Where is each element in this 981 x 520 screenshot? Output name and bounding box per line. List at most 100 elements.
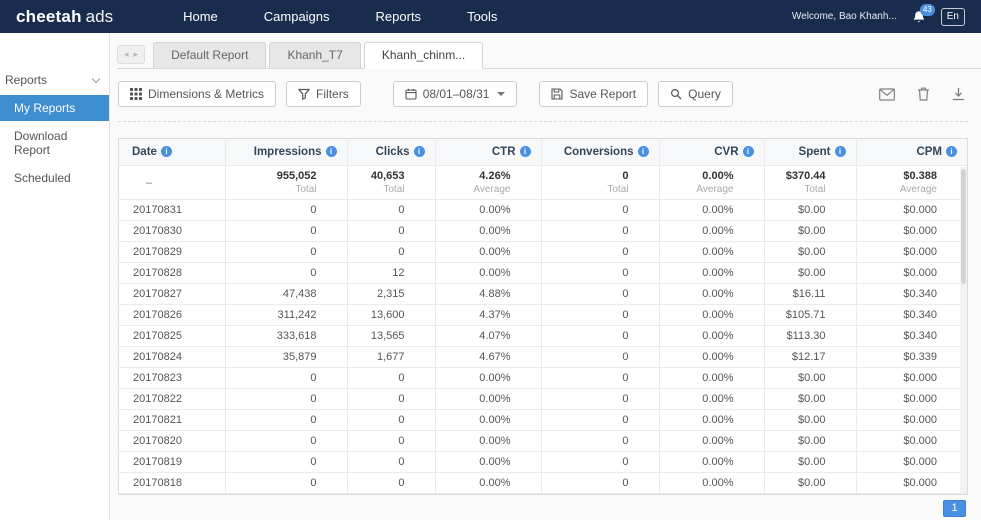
funnel-icon (298, 88, 311, 100)
tab-scroll-right-icon[interactable]: ▸ (133, 49, 139, 59)
email-report-button[interactable] (879, 87, 895, 101)
totals-cell: 0.00% Average (659, 165, 765, 200)
totals-date-cell: – (119, 165, 226, 200)
table-row: 20170829 0 0 0.00% 0 0.00% $0.00 $0.000 (119, 241, 967, 263)
value-cell: 0.00% (659, 199, 765, 221)
value-cell: 0.00% (659, 409, 765, 431)
table-body: –955,052 Total 40,653 Total 4.26% Average 0 Tot… (119, 165, 967, 494)
table-scrollbar[interactable] (960, 167, 967, 493)
value-cell: 0 (541, 241, 660, 263)
divider (118, 121, 968, 122)
info-icon[interactable]: i (519, 146, 531, 157)
date-cell: 20170823 (119, 367, 226, 389)
tab-scroll-arrows[interactable]: ◂ ▸ (117, 45, 146, 64)
main-nav: Home Campaigns Reports Tools (179, 7, 501, 26)
date-range-button[interactable]: 08/01–08/31 (392, 81, 518, 107)
value-cell: 1,677 (347, 346, 436, 368)
date-cell: 20170826 (119, 304, 226, 326)
value-cell: 2,315 (347, 283, 436, 305)
nav-item-home[interactable]: Home (183, 9, 218, 24)
totals-cell: 0 Total (541, 165, 660, 200)
save-report-button[interactable]: Save Report (539, 81, 649, 107)
info-icon[interactable]: i (834, 146, 846, 157)
delete-report-button[interactable] (917, 87, 930, 101)
sidebar-items: My Reports Download Report Scheduled (0, 95, 109, 191)
nav-item-reports[interactable]: Reports (375, 9, 422, 24)
value-cell: 0 (225, 430, 348, 452)
language-button[interactable]: En (940, 7, 965, 26)
brand-logo-light: ads (85, 6, 114, 26)
date-cell: 20170819 (119, 451, 226, 473)
date-cell: 20170831 (119, 199, 226, 221)
value-cell: 0.00% (659, 283, 765, 305)
sidebar-item-scheduled[interactable]: Scheduled (14, 171, 71, 185)
value-cell: $12.17 (764, 346, 857, 368)
search-icon (670, 88, 682, 100)
value-cell: 0.00% (659, 388, 765, 410)
report-table-wrap: Date i Impressions i Clicks i CTR i Conversions i… (118, 138, 968, 495)
sidebar-item-my-reports[interactable]: My Reports (0, 95, 109, 121)
filters-button[interactable]: Filters (286, 81, 361, 107)
tab-default-report[interactable]: Default Report (153, 42, 267, 69)
table-row: 20170828 0 12 0.00% 0 0.00% $0.00 $0.000 (119, 262, 967, 284)
value-cell: 333,618 (225, 325, 348, 347)
value-cell: 0 (225, 451, 348, 473)
value-cell: $0.340 (856, 283, 967, 305)
value-cell: 0.00% (659, 367, 765, 389)
notifications-button[interactable]: 43 (912, 3, 935, 24)
table-row: 20170822 0 0 0.00% 0 0.00% $0.00 $0.000 (119, 388, 967, 410)
col-header-label: CTR (491, 146, 516, 158)
col-header-label: Clicks (375, 146, 410, 158)
download-report-button[interactable] (952, 87, 965, 101)
tab-scroll-left-icon[interactable]: ◂ (124, 49, 129, 59)
grid-icon (130, 88, 142, 100)
value-cell: 0 (347, 409, 436, 431)
date-cell: 20170824 (119, 346, 226, 368)
value-cell: $0.00 (764, 388, 857, 410)
value-cell: $0.00 (764, 241, 857, 263)
col-header-label: Date (132, 146, 157, 158)
totals-cell: $370.44 Total (764, 165, 857, 200)
table-row: 20170821 0 0 0.00% 0 0.00% $0.00 $0.000 (119, 409, 967, 431)
date-cell: 20170821 (119, 409, 226, 431)
totals-cell: $0.388 Average (856, 165, 967, 200)
sidebar-section-reports[interactable]: Reports (0, 67, 109, 93)
info-icon[interactable]: i (637, 146, 649, 157)
value-cell: 0 (225, 388, 348, 410)
value-cell: $0.000 (856, 430, 967, 452)
welcome-text[interactable]: Welcome, Bao Khanh... (792, 11, 897, 22)
table-row: 20170820 0 0 0.00% 0 0.00% $0.00 $0.000 (119, 430, 967, 452)
info-icon[interactable]: i (946, 146, 957, 157)
value-cell: $0.00 (764, 199, 857, 221)
value-cell: 0.00% (435, 388, 542, 410)
tab-khanh-t7[interactable]: Khanh_T7 (269, 42, 361, 69)
col-header-label: Impressions (253, 146, 322, 158)
value-cell: 0 (225, 367, 348, 389)
value-cell: 0.00% (659, 262, 765, 284)
info-icon[interactable]: i (325, 146, 337, 157)
value-cell: 0 (347, 430, 436, 452)
value-cell: 0 (541, 304, 660, 326)
value-cell: 0.00% (659, 241, 765, 263)
value-cell: 0 (347, 367, 436, 389)
value-cell: $0.00 (764, 220, 857, 242)
scrollbar-thumb[interactable] (961, 169, 966, 284)
col-header-spent: Spent i (764, 139, 857, 166)
nav-item-tools[interactable]: Tools (467, 9, 498, 24)
info-icon[interactable]: i (160, 146, 172, 157)
tab-khanh-chinm[interactable]: Khanh_chinm... (363, 42, 484, 69)
page-1-button[interactable]: 1 (943, 500, 966, 517)
brand-logo[interactable]: cheetah ads (16, 7, 113, 27)
col-header-cvr: CVR i (659, 139, 765, 166)
sidebar-item-download-report[interactable]: Download Report (14, 129, 68, 157)
dimensions-metrics-button[interactable]: Dimensions & Metrics (118, 81, 277, 107)
date-cell: 20170828 (119, 262, 226, 284)
info-icon[interactable]: i (742, 146, 754, 157)
info-icon[interactable]: i (413, 146, 425, 157)
value-cell: 13,600 (347, 304, 436, 326)
chevron-down-icon (91, 74, 101, 83)
value-cell: 0 (225, 262, 348, 284)
value-cell: 0 (541, 451, 660, 473)
nav-item-campaigns[interactable]: Campaigns (263, 9, 330, 24)
query-button[interactable]: Query (658, 81, 733, 107)
